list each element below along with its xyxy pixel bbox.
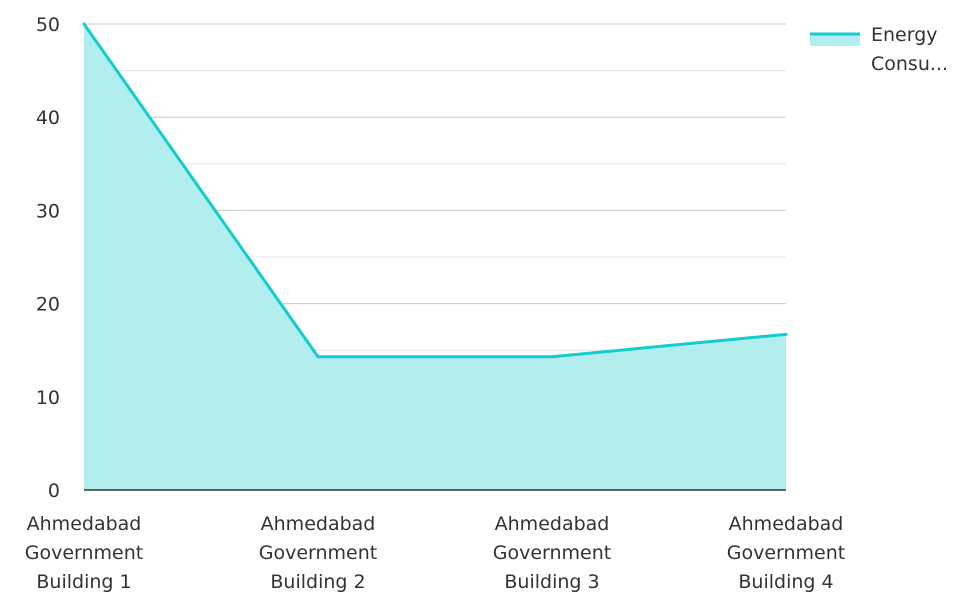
x-tick-label-line: Building 4 [738,571,833,593]
x-tick-label-line: Ahmedabad [261,513,376,535]
series-area-fill [84,24,786,490]
x-tick-label-line: Building 2 [270,571,365,593]
series-area [82,22,788,490]
x-tick-label-line: Ahmedabad [495,513,610,535]
x-tick-label-line: Ahmedabad [27,513,142,535]
y-tick-label: 20 [36,294,60,316]
series-line [82,22,788,359]
x-tick-label: Ahmedabad Government Building 4 [727,513,846,593]
legend-label-line: Consu... [871,53,948,75]
x-tick-label-line: Government [259,542,378,564]
x-tick-label: Ahmedabad Government Building 2 [259,513,378,593]
y-tick-label: 50 [36,14,60,36]
x-tick-label-line: Government [25,542,144,564]
y-tick-label: 30 [36,200,60,222]
y-axis-ticks: 0 10 20 30 40 50 [36,14,60,502]
legend-label: Energy Consu... [871,24,948,75]
legend-label-line: Energy [871,24,938,46]
x-tick-label-line: Ahmedabad [729,513,844,535]
x-tick-label: Ahmedabad Government Building 3 [493,513,612,593]
legend[interactable]: Energy Consu... [810,24,948,75]
y-tick-label: 10 [36,387,60,409]
x-tick-label-line: Building 3 [504,571,599,593]
x-axis-ticks: Ahmedabad Government Building 1 Ahmedabad Go… [25,513,846,593]
x-tick-label: Ahmedabad Government Building 1 [25,513,144,593]
legend-swatch-fill [810,34,860,46]
y-tick-label: 0 [48,480,60,502]
x-tick-label-line: Government [493,542,612,564]
x-tick-label-line: Government [727,542,846,564]
x-tick-label-line: Building 1 [36,571,131,593]
y-tick-label: 40 [36,107,60,129]
